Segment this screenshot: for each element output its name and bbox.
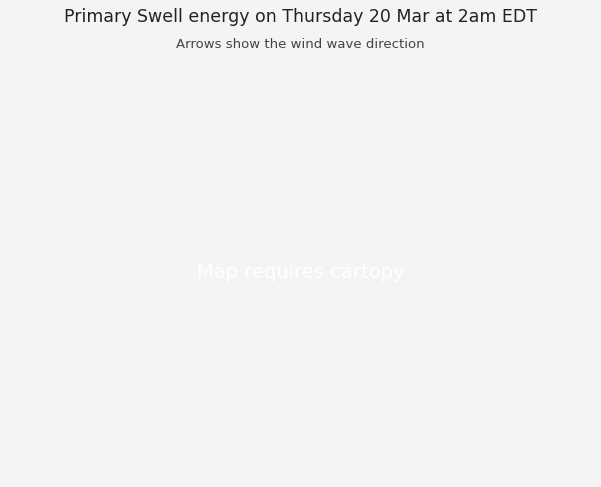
Text: Primary Swell energy on Thursday 20 Mar at 2am EDT: Primary Swell energy on Thursday 20 Mar … [64,8,537,26]
Text: Map requires cartopy: Map requires cartopy [197,262,404,282]
Text: Arrows show the wind wave direction: Arrows show the wind wave direction [176,38,425,51]
